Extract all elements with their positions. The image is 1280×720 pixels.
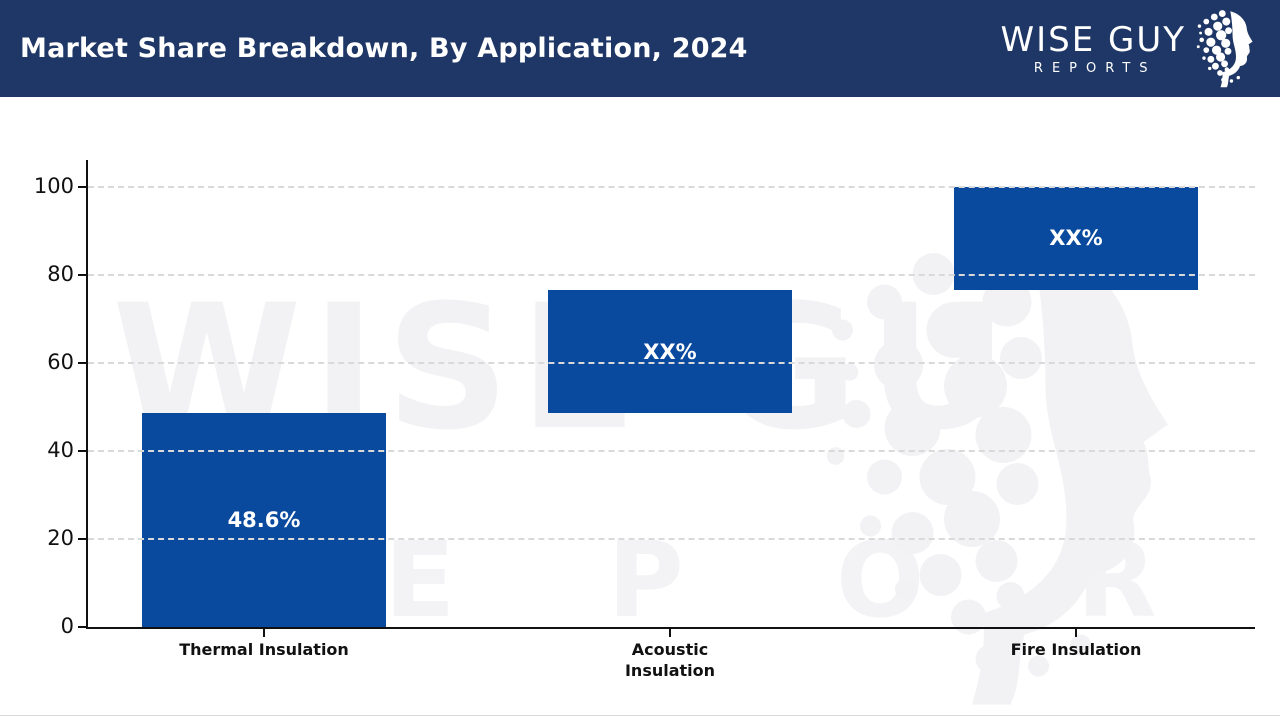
- logo-brand-name: WISE GUY: [1000, 19, 1186, 60]
- x-tick-mark: [669, 629, 671, 637]
- gridline: [88, 450, 1255, 452]
- bar-fire-insulation: XX%: [954, 187, 1198, 290]
- bar-value-label: XX%: [1049, 226, 1103, 251]
- wiseguy-logo-text: WISE GUY REPORTS: [1000, 23, 1186, 75]
- gridline: [88, 362, 1255, 364]
- x-tick-mark: [263, 629, 265, 637]
- gridline: [88, 274, 1255, 276]
- y-tick-mark: [78, 362, 86, 364]
- header: Market Share Breakdown, By Application, …: [0, 0, 1280, 97]
- wiseguy-logo: WISE GUY REPORTS: [1000, 9, 1264, 89]
- bar-value-label: XX%: [643, 339, 697, 364]
- bar-value-label: 48.6%: [227, 508, 301, 533]
- y-tick-mark: [78, 274, 86, 276]
- bottom-divider: [0, 715, 1280, 716]
- x-axis-category-label: Thermal Insulation: [179, 640, 349, 659]
- bar-thermal-insulation: 48.6%: [142, 413, 386, 627]
- y-axis-line: [86, 160, 88, 629]
- y-tick-mark: [78, 186, 86, 188]
- y-tick-label: 40: [47, 438, 74, 462]
- y-tick-label: 0: [60, 614, 74, 638]
- wiseguy-head-icon: [1196, 9, 1253, 87]
- y-tick-label: 20: [47, 526, 74, 550]
- logo-brand-sub: REPORTS: [1033, 60, 1157, 76]
- y-tick-mark: [78, 538, 86, 540]
- gridline: [88, 186, 1255, 188]
- x-axis-line: [86, 627, 1255, 629]
- page-title: Market Share Breakdown, By Application, …: [20, 33, 748, 64]
- y-tick-label: 60: [47, 350, 74, 374]
- y-tick-mark: [78, 450, 86, 452]
- x-axis-category-label: Fire Insulation: [1010, 640, 1142, 659]
- x-axis-category-label: Acoustic Insulation: [624, 640, 716, 680]
- y-tick-mark: [78, 626, 86, 628]
- gridline: [88, 538, 1255, 540]
- y-tick-label: 100: [33, 174, 74, 198]
- bar-acoustic-insulation: XX%: [548, 289, 792, 414]
- y-tick-label: 80: [47, 262, 74, 286]
- x-tick-mark: [1075, 629, 1077, 637]
